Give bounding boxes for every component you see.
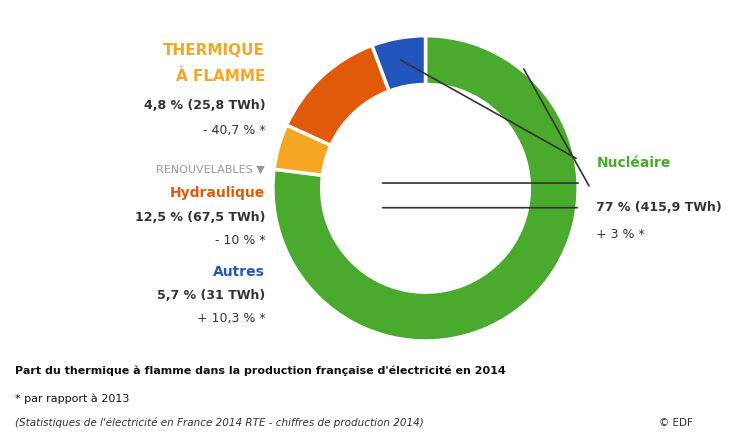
Wedge shape <box>286 46 389 145</box>
Text: 5,7 % (31 TWh): 5,7 % (31 TWh) <box>157 289 265 302</box>
Text: THERMIQUE: THERMIQUE <box>163 43 265 58</box>
Text: + 10,3 % *: + 10,3 % * <box>197 311 265 325</box>
Text: (Statistiques de l'électricité en France 2014 RTE - chiffres de production 2014): (Statistiques de l'électricité en France… <box>15 417 423 428</box>
Text: Hydraulique: Hydraulique <box>170 186 265 200</box>
Text: - 10 % *: - 10 % * <box>215 234 265 247</box>
Text: 4,8 % (25,8 TWh): 4,8 % (25,8 TWh) <box>144 99 265 113</box>
Wedge shape <box>372 35 425 91</box>
Wedge shape <box>273 35 578 341</box>
Text: © EDF: © EDF <box>659 418 693 428</box>
Text: + 3 % *: + 3 % * <box>596 228 645 241</box>
Text: * par rapport à 2013: * par rapport à 2013 <box>15 393 129 404</box>
Wedge shape <box>274 125 331 175</box>
Text: - 40,7 % *: - 40,7 % * <box>202 124 265 137</box>
Text: RENOUVELABLES ▼: RENOUVELABLES ▼ <box>157 165 265 175</box>
Text: Nucléaire: Nucléaire <box>596 156 670 170</box>
Text: Autres: Autres <box>213 265 265 279</box>
Text: 12,5 % (67,5 TWh): 12,5 % (67,5 TWh) <box>135 211 265 224</box>
Text: 77 % (415,9 TWh): 77 % (415,9 TWh) <box>596 201 722 214</box>
Text: Part du thermique à flamme dans la production française d'électricité en 2014: Part du thermique à flamme dans la produ… <box>15 366 506 377</box>
Text: À FLAMME: À FLAMME <box>176 69 265 85</box>
